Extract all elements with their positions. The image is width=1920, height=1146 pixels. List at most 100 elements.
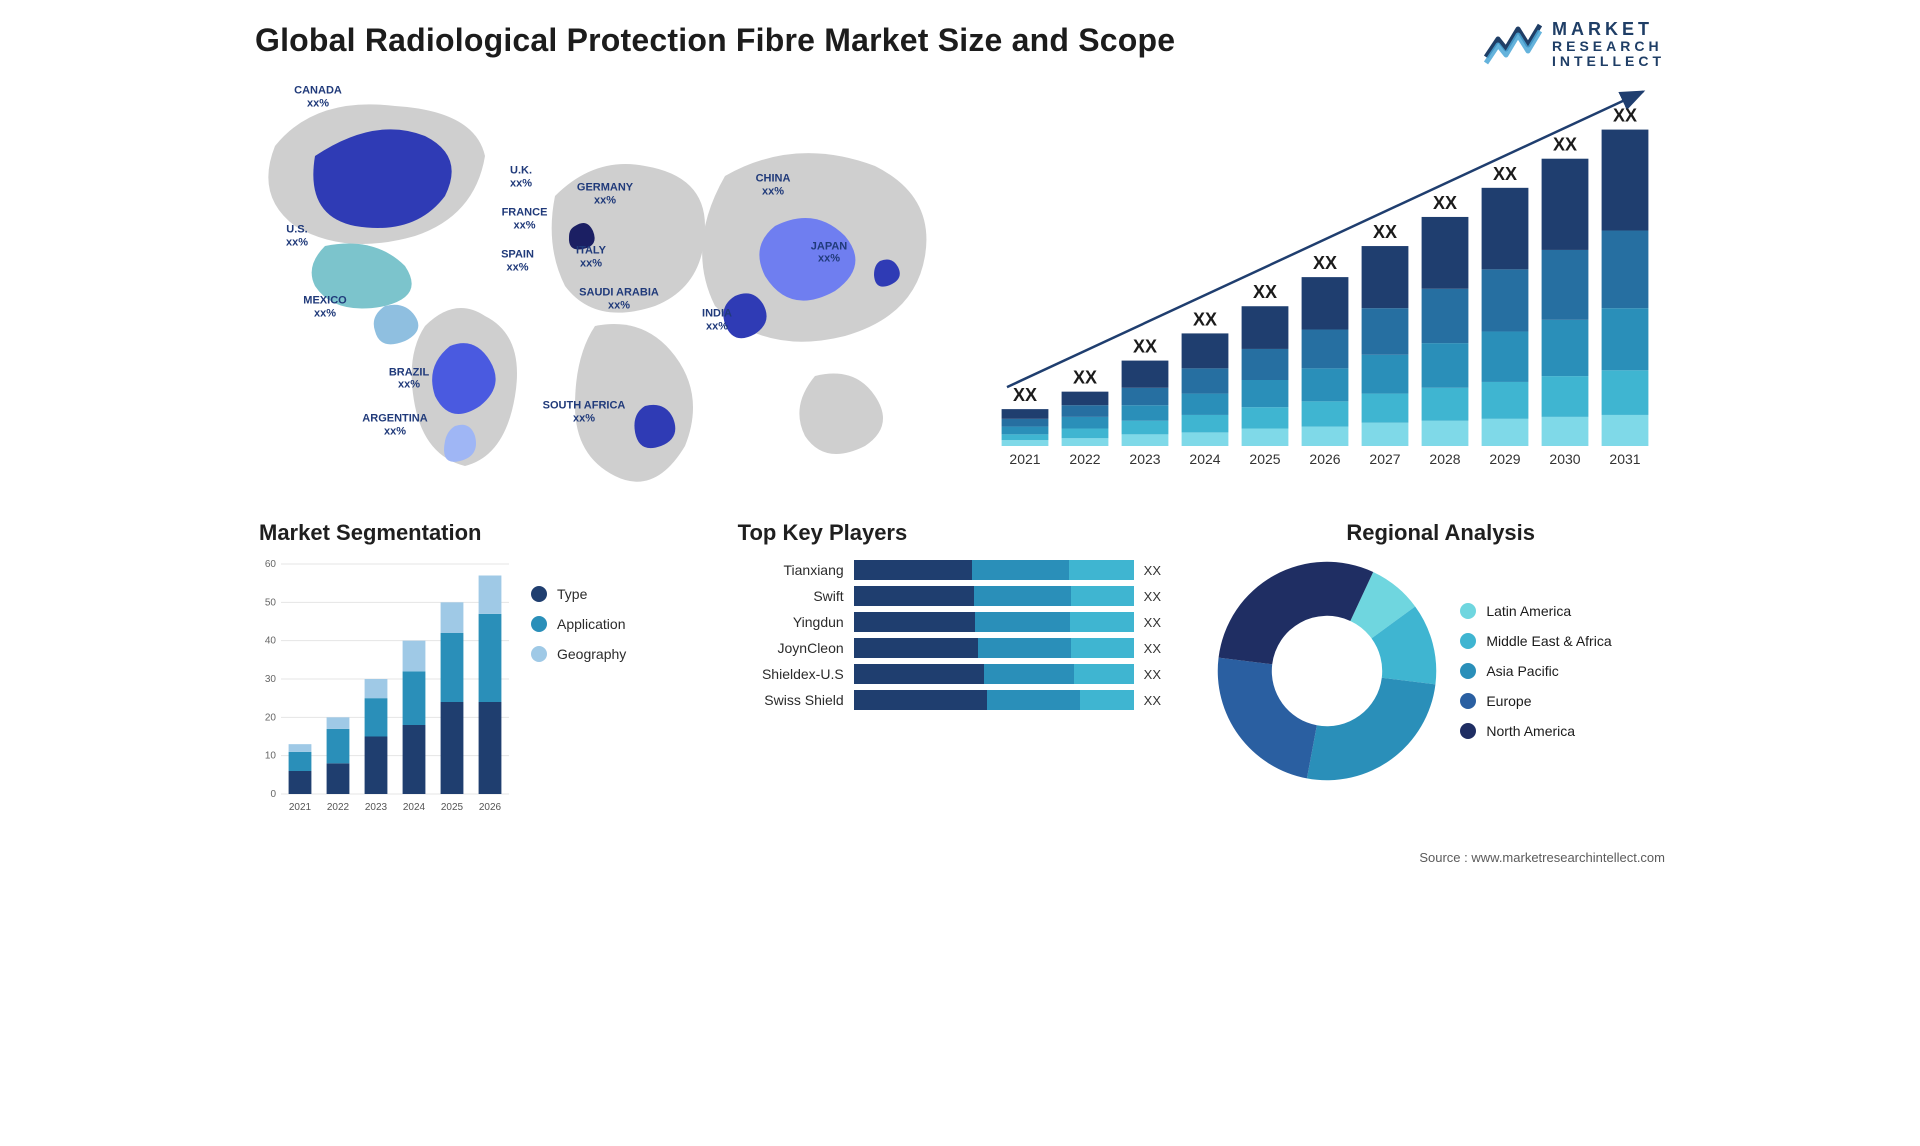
legend-label: Asia Pacific [1486, 663, 1558, 679]
svg-text:2022: 2022 [327, 802, 350, 813]
segmentation-panel: Market Segmentation 0102030405060 202120… [255, 520, 708, 816]
source-line: Source : www.marketresearchintellect.com [1419, 850, 1665, 865]
logo-mark-icon [1484, 23, 1542, 65]
svg-text:XX: XX [1253, 283, 1277, 303]
map-label-u-s-: U.S.xx% [286, 223, 308, 248]
svg-text:2030: 2030 [1549, 451, 1580, 467]
growth-chart-panel: 2021202220232024202520262027202820292030… [985, 76, 1665, 496]
legend-swatch-icon [1460, 663, 1476, 679]
player-name: Swift [734, 588, 844, 604]
player-value: XX [1144, 693, 1172, 708]
map-label-saudi-arabia: SAUDI ARABIAxx% [579, 286, 659, 311]
svg-text:2026: 2026 [479, 802, 502, 813]
player-bar-segment [854, 586, 974, 606]
player-bar-segment [1080, 690, 1133, 710]
world-map: CANADAxx%U.S.xx%MEXICOxx%BRAZILxx%ARGENT… [255, 76, 955, 496]
map-label-japan: JAPANxx% [811, 240, 847, 265]
svg-text:40: 40 [265, 636, 277, 647]
svg-text:XX: XX [1133, 337, 1157, 357]
regional-legend-item: Asia Pacific [1460, 663, 1611, 679]
logo-line3: INTELLECT [1552, 54, 1665, 69]
legend-swatch-icon [531, 586, 547, 602]
regional-legend-item: Middle East & Africa [1460, 633, 1611, 649]
world-map-panel: CANADAxx%U.S.xx%MEXICOxx%BRAZILxx%ARGENT… [255, 76, 955, 496]
svg-text:2021: 2021 [1009, 451, 1040, 467]
svg-text:XX: XX [1193, 310, 1217, 330]
svg-text:20: 20 [265, 713, 277, 724]
logo-line1: MARKET [1552, 20, 1665, 39]
svg-text:2025: 2025 [1249, 451, 1280, 467]
map-label-spain: SPAINxx% [501, 248, 534, 273]
player-bar-segment [1069, 560, 1134, 580]
player-name: Shieldex-U.S [734, 666, 844, 682]
svg-text:2024: 2024 [403, 802, 426, 813]
player-row: YingdunXX [734, 612, 1187, 632]
player-bar-segment [972, 560, 1069, 580]
map-label-brazil: BRAZILxx% [389, 366, 429, 391]
player-bar-segment [854, 612, 975, 632]
map-label-mexico: MEXICOxx% [303, 295, 346, 320]
map-label-argentina: ARGENTINAxx% [362, 412, 427, 437]
legend-swatch-icon [1460, 603, 1476, 619]
player-bar [854, 612, 1134, 632]
legend-label: Application [557, 616, 626, 632]
legend-label: Europe [1486, 693, 1531, 709]
map-label-italy: ITALYxx% [576, 244, 606, 269]
player-bar-segment [975, 612, 1070, 632]
map-label-south-africa: SOUTH AFRICAxx% [543, 400, 626, 425]
map-label-germany: GERMANYxx% [577, 181, 633, 206]
key-players-title: Top Key Players [738, 520, 1187, 546]
bottom-row: Market Segmentation 0102030405060 202120… [255, 520, 1665, 816]
regional-legend-item: North America [1460, 723, 1611, 739]
regional-legend-item: Europe [1460, 693, 1611, 709]
svg-text:XX: XX [1553, 135, 1577, 155]
svg-text:XX: XX [1313, 253, 1337, 273]
svg-text:0: 0 [270, 789, 276, 800]
player-row: Shieldex-U.SXX [734, 664, 1187, 684]
player-bar-segment [984, 664, 1074, 684]
map-label-france: FRANCExx% [502, 206, 548, 231]
player-bar-segment [854, 560, 972, 580]
player-bar-segment [854, 638, 978, 658]
svg-text:2028: 2028 [1429, 451, 1460, 467]
svg-text:XX: XX [1013, 385, 1037, 405]
player-bar-segment [974, 586, 1071, 606]
legend-swatch-icon [1460, 693, 1476, 709]
regional-title: Regional Analysis [1216, 520, 1665, 546]
svg-text:XX: XX [1073, 368, 1097, 388]
player-bar-segment [978, 638, 1071, 658]
growth-chart-svg: 2021202220232024202520262027202820292030… [985, 76, 1665, 496]
svg-text:2022: 2022 [1069, 451, 1100, 467]
player-row: SwiftXX [734, 586, 1187, 606]
legend-label: Latin America [1486, 603, 1571, 619]
donut-slice [1218, 658, 1317, 779]
player-row: TianxiangXX [734, 560, 1187, 580]
player-bar-segment [854, 690, 987, 710]
player-bar-segment [1070, 612, 1134, 632]
player-bar-segment [1071, 638, 1133, 658]
segmentation-chart-svg: 0102030405060 202120222023202420252026 [255, 556, 515, 816]
svg-text:2024: 2024 [1189, 451, 1220, 467]
key-players-body: TianxiangXXSwiftXXYingdunXXJoynCleonXXSh… [734, 560, 1187, 710]
legend-swatch-icon [1460, 723, 1476, 739]
regional-legend-item: Latin America [1460, 603, 1611, 619]
player-bar-segment [854, 664, 984, 684]
svg-text:50: 50 [265, 598, 277, 609]
svg-text:2025: 2025 [441, 802, 464, 813]
legend-label: Geography [557, 646, 626, 662]
map-label-u-k-: U.K.xx% [510, 164, 532, 189]
player-name: Swiss Shield [734, 692, 844, 708]
logo-text: MARKET RESEARCH INTELLECT [1552, 20, 1665, 68]
regional-panel: Regional Analysis Latin America Middle Ea… [1212, 520, 1665, 816]
player-bar [854, 560, 1134, 580]
segmentation-legend-item: Geography [531, 646, 626, 662]
segmentation-legend-item: Application [531, 616, 626, 632]
player-bar-segment [1074, 664, 1134, 684]
logo-line2: RESEARCH [1552, 39, 1665, 54]
page-title: Global Radiological Protection Fibre Mar… [255, 22, 1175, 59]
brand-logo: MARKET RESEARCH INTELLECT [1484, 20, 1665, 68]
player-value: XX [1144, 563, 1172, 578]
player-value: XX [1144, 615, 1172, 630]
svg-text:10: 10 [265, 751, 277, 762]
legend-swatch-icon [1460, 633, 1476, 649]
